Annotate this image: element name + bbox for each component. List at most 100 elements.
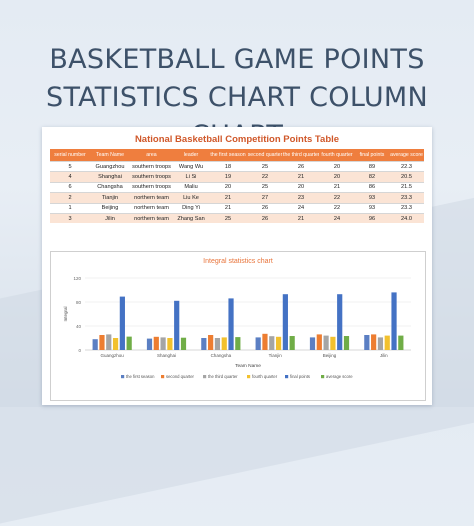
table-cell: 21 <box>283 171 319 183</box>
bar <box>398 335 404 350</box>
y-axis-label: Integral <box>63 306 68 321</box>
table-cell: 25 <box>247 181 283 193</box>
bar <box>364 335 370 350</box>
y-tick-label: 120 <box>73 276 81 281</box>
column-header: average score <box>389 149 424 162</box>
table-cell: 21 <box>319 181 355 193</box>
bar <box>126 336 132 350</box>
table-cell: Beijing <box>90 202 130 214</box>
table-cell: 23 <box>283 192 319 204</box>
column-header: second quarter <box>247 149 283 162</box>
table-cell: 23.3 <box>389 202 424 214</box>
table-cell: southern troops <box>130 171 173 183</box>
table-cell: Ding Yi <box>173 202 209 214</box>
table-cell: Shanghai <box>90 171 130 183</box>
table-cell: 22.3 <box>389 160 424 172</box>
table-cell: 20 <box>319 160 355 172</box>
table-cell: 24.0 <box>389 212 424 224</box>
table-cell: 22 <box>247 171 283 183</box>
hero-title-line-1: BASKETBALL GAME POINTS <box>49 44 425 75</box>
column-header: serial number <box>50 149 90 162</box>
bar <box>228 298 234 350</box>
legend-swatch <box>203 375 207 379</box>
column-header: area <box>130 149 173 162</box>
bar <box>316 334 322 350</box>
legend-label: average score <box>326 374 353 379</box>
bar <box>371 334 377 350</box>
table-cell: 21.5 <box>389 181 424 193</box>
table-cell: 25 <box>209 212 247 224</box>
table-cell: Maliu <box>173 181 209 193</box>
column-header: final points <box>355 149 389 162</box>
legend-swatch <box>121 375 125 379</box>
table-cell: 20.5 <box>389 171 424 183</box>
table-cell: 26 <box>247 212 283 224</box>
table-row: 2 Tianjin northern team Liu Ke 21 27 23 22 93 23.… <box>50 192 424 204</box>
table-cell: Wang Wu <box>173 160 209 172</box>
table-cell: Jilin <box>90 212 130 224</box>
y-tick-label: 80 <box>76 300 82 305</box>
bar <box>337 294 343 350</box>
x-tick-label: Changsha <box>211 353 232 358</box>
table-cell: 18 <box>209 160 247 172</box>
bar <box>343 336 350 350</box>
spreadsheet-preview-card: National Basketball Competition Points T… <box>42 127 432 405</box>
bar <box>167 338 173 350</box>
table-cell: 24 <box>283 202 319 214</box>
table-cell: 89 <box>355 160 389 172</box>
y-tick-label: 0 <box>78 348 81 353</box>
bar <box>282 294 288 350</box>
bar <box>377 337 384 350</box>
bar <box>330 336 336 350</box>
column-header: fourth quarter <box>319 149 355 162</box>
bar <box>255 337 261 350</box>
bar <box>384 335 390 350</box>
column-header: the first season <box>209 149 247 162</box>
table-header-row: serial number Team Name area leader the firs… <box>50 149 424 162</box>
table-cell: Li Si <box>173 171 209 183</box>
table-cell: 24 <box>319 212 355 224</box>
table-cell: Tianjin <box>90 192 130 204</box>
legend-label: the first season <box>126 374 155 379</box>
bar <box>119 296 125 350</box>
legend-label: fourth quarter <box>252 374 278 379</box>
bar <box>180 337 187 350</box>
table-cell: 2 <box>50 192 90 204</box>
table-cell: 19 <box>209 171 247 183</box>
table-cell: 20 <box>209 181 247 193</box>
x-axis-label: Team Name <box>235 363 261 369</box>
table-cell: southern troops <box>130 160 173 172</box>
table-cell: 86 <box>355 181 389 193</box>
table-row: 4 Shanghai southern troops Li Si 19 22 21 20 82 2… <box>50 171 424 183</box>
legend-swatch <box>161 375 165 379</box>
table-cell: 22 <box>319 192 355 204</box>
bar <box>160 337 166 350</box>
bar <box>391 292 397 350</box>
table-cell: 22 <box>319 202 355 214</box>
bar <box>275 336 282 350</box>
table-cell: 93 <box>355 202 389 214</box>
bar <box>201 338 207 350</box>
table-cell: 21 <box>209 192 247 204</box>
table-cell: northern team <box>130 212 173 224</box>
table-cell: Guangzhou <box>90 160 130 172</box>
table-cell: Liu Ke <box>173 192 209 204</box>
x-tick-label: Tianjin <box>269 353 283 358</box>
table-cell: 26 <box>247 202 283 214</box>
bar <box>174 300 180 350</box>
table-cell: 96 <box>355 212 389 224</box>
table-cell: northern team <box>130 202 173 214</box>
table-cell: southern troops <box>130 181 173 193</box>
table-cell: 21 <box>283 212 319 224</box>
bar <box>208 335 214 350</box>
table-row: 6 Changsha southern troops Maliu 20 25 20 21 86 2… <box>50 181 424 193</box>
bar-chart: 0 40 80 120 Integral Guangzhou Shanghai Changsh… <box>63 276 411 379</box>
bar <box>269 336 275 350</box>
table-cell: 27 <box>247 192 283 204</box>
table-cell: 82 <box>355 171 389 183</box>
chart-container: Integral statistics chart 0 40 80 120 Integr… <box>50 251 426 401</box>
bar <box>235 337 241 350</box>
legend-label: the third quarter <box>208 374 238 379</box>
bar <box>112 338 119 350</box>
table-cell: 3 <box>50 212 90 224</box>
